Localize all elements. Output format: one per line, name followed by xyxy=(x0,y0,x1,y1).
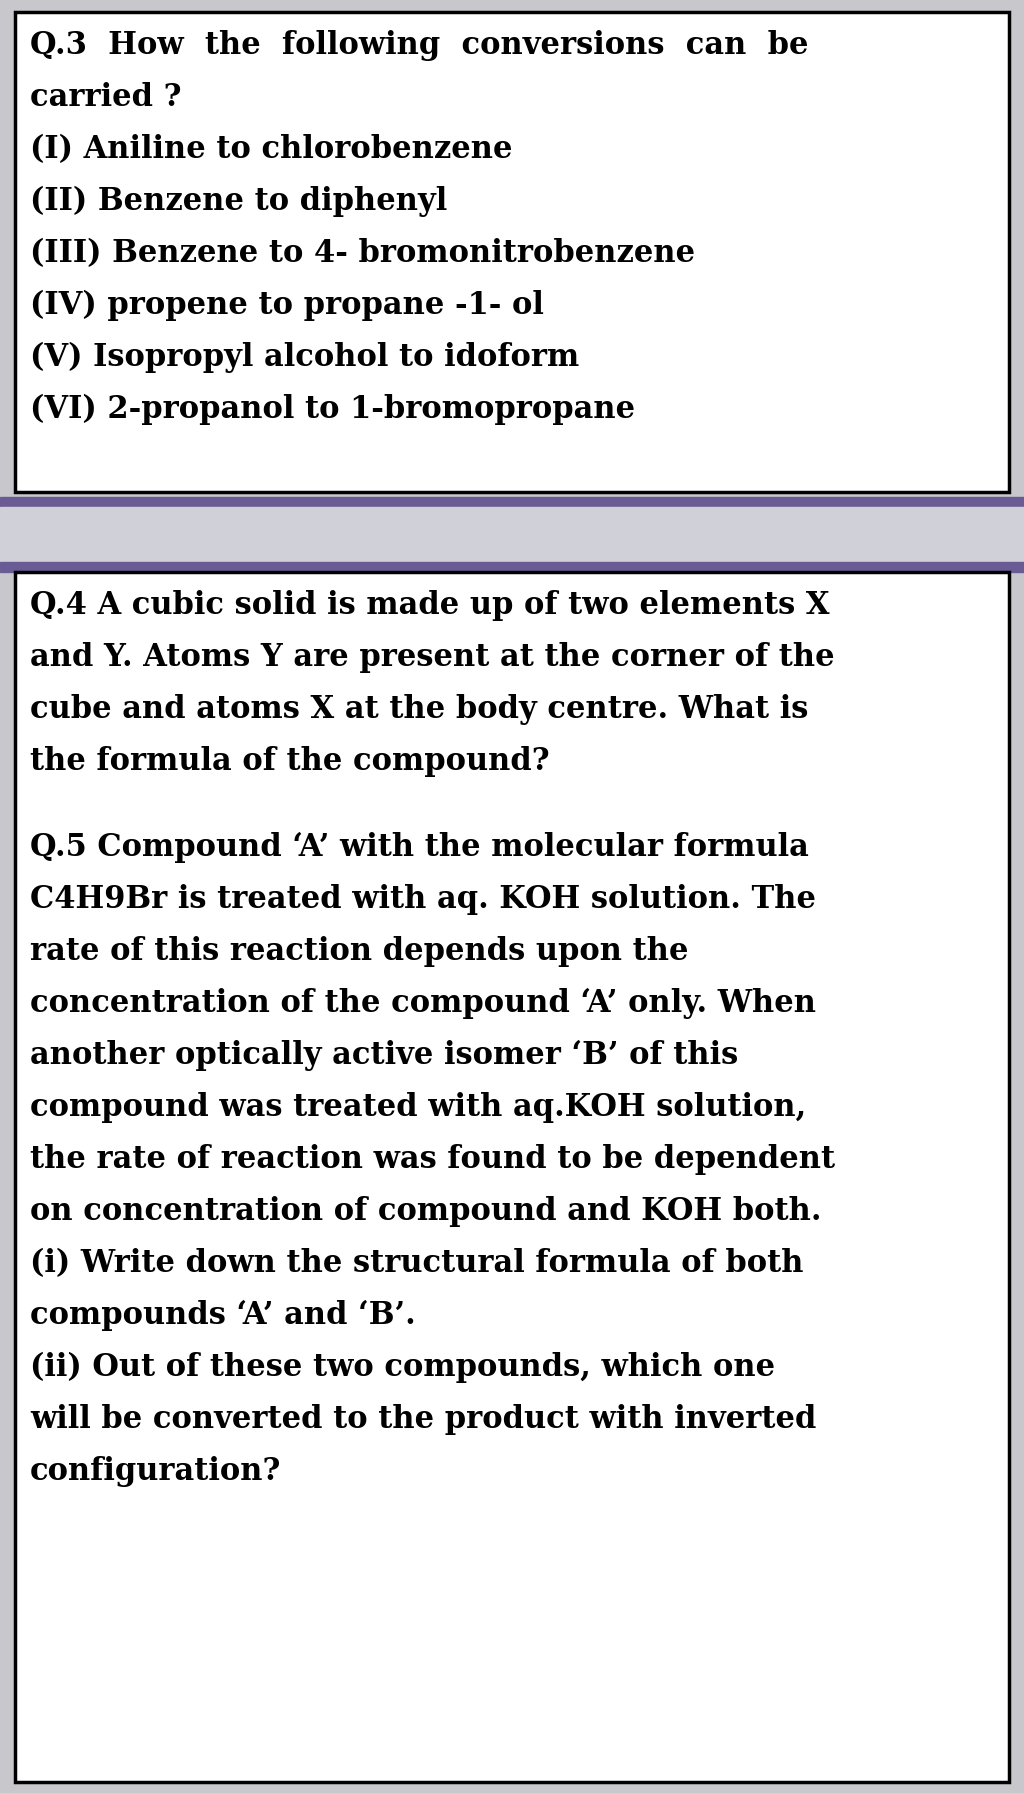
Bar xyxy=(0,497,1024,507)
Text: Q.3  How  the  following  conversions  can  be: Q.3 How the following conversions can be xyxy=(30,30,809,61)
Text: concentration of the compound ‘A’ only. When: concentration of the compound ‘A’ only. … xyxy=(30,988,816,1018)
Text: (V) Isopropyl alcohol to idoform: (V) Isopropyl alcohol to idoform xyxy=(30,342,580,373)
Text: (III) Benzene to 4- bromonitrobenzene: (III) Benzene to 4- bromonitrobenzene xyxy=(30,238,695,269)
Bar xyxy=(0,507,1024,561)
FancyBboxPatch shape xyxy=(15,13,1009,491)
Text: (I) Aniline to chlorobenzene: (I) Aniline to chlorobenzene xyxy=(30,134,512,165)
Text: the formula of the compound?: the formula of the compound? xyxy=(30,746,550,776)
Text: Q.5 Compound ‘A’ with the molecular formula: Q.5 Compound ‘A’ with the molecular form… xyxy=(30,832,809,862)
Text: and Y. Atoms Y are present at the corner of the: and Y. Atoms Y are present at the corner… xyxy=(30,642,835,672)
Text: compound was treated with aq.KOH solution,: compound was treated with aq.KOH solutio… xyxy=(30,1092,806,1122)
Text: compounds ‘A’ and ‘B’.: compounds ‘A’ and ‘B’. xyxy=(30,1300,416,1330)
Text: (VI) 2-propanol to 1-bromopropane: (VI) 2-propanol to 1-bromopropane xyxy=(30,394,635,425)
Text: configuration?: configuration? xyxy=(30,1456,282,1486)
Text: (ii) Out of these two compounds, which one: (ii) Out of these two compounds, which o… xyxy=(30,1352,775,1382)
Bar xyxy=(0,561,1024,572)
Text: the rate of reaction was found to be dependent: the rate of reaction was found to be dep… xyxy=(30,1144,836,1174)
FancyBboxPatch shape xyxy=(15,572,1009,1782)
Text: on concentration of compound and KOH both.: on concentration of compound and KOH bot… xyxy=(30,1196,821,1226)
Text: C4H9Br is treated with aq. KOH solution. The: C4H9Br is treated with aq. KOH solution.… xyxy=(30,884,816,914)
Text: (II) Benzene to diphenyl: (II) Benzene to diphenyl xyxy=(30,186,447,217)
Text: Q.4 A cubic solid is made up of two elements X: Q.4 A cubic solid is made up of two elem… xyxy=(30,590,829,620)
Text: cube and atoms X at the body centre. What is: cube and atoms X at the body centre. Wha… xyxy=(30,694,808,724)
Text: carried ?: carried ? xyxy=(30,82,181,113)
Text: (i) Write down the structural formula of both: (i) Write down the structural formula of… xyxy=(30,1248,804,1278)
Text: (IV) propene to propane -1- ol: (IV) propene to propane -1- ol xyxy=(30,290,544,321)
Text: rate of this reaction depends upon the: rate of this reaction depends upon the xyxy=(30,936,688,966)
Text: another optically active isomer ‘B’ of this: another optically active isomer ‘B’ of t… xyxy=(30,1040,738,1070)
Text: will be converted to the product with inverted: will be converted to the product with in… xyxy=(30,1404,816,1434)
